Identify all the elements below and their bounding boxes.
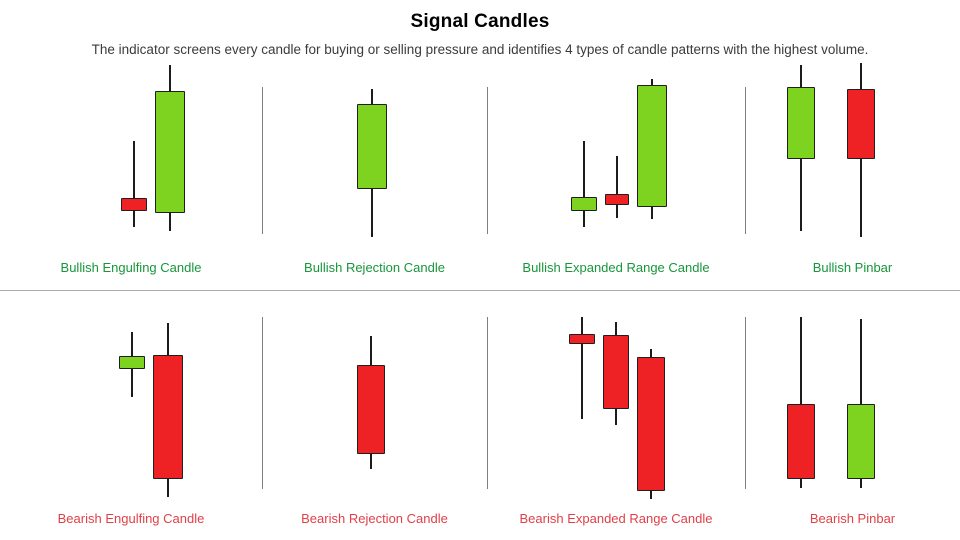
- candle-canvas-bearish-rejection: [262, 305, 487, 505]
- vertical-divider: [262, 317, 263, 489]
- bullish-candle-body: [357, 104, 388, 190]
- bullish-candle-body: [847, 404, 876, 479]
- panel-bearish-expanded-range: Bearish Expanded Range Candle: [487, 305, 745, 526]
- panel-bullish-pinbar: Bullish Pinbar: [745, 57, 960, 275]
- header: Signal Candles The indicator screens eve…: [0, 0, 960, 57]
- panel-bearish-engulfing: Bearish Engulfing Candle: [0, 305, 262, 526]
- bullish-pattern-row: Bullish Engulfing Candle Bullish Rejecti…: [0, 57, 960, 275]
- candle-canvas-bullish-expanded-range: [487, 59, 745, 254]
- candle-wick: [860, 319, 863, 488]
- candle-wick: [132, 140, 135, 228]
- pattern-label: Bearish Engulfing Candle: [57, 511, 205, 526]
- vertical-divider: [487, 87, 488, 234]
- bullish-candle-body: [119, 356, 146, 369]
- bullish-candle-body: [786, 87, 815, 160]
- bearish-candle-body: [637, 357, 666, 491]
- panel-bearish-rejection: Bearish Rejection Candle: [262, 305, 487, 526]
- candle-wick: [583, 140, 585, 228]
- pattern-label: Bullish Engulfing Candle: [60, 260, 202, 275]
- candle-wick: [799, 317, 802, 488]
- pattern-label: Bearish Expanded Range Candle: [519, 511, 713, 526]
- bearish-candle-body: [847, 89, 876, 160]
- vertical-divider: [745, 87, 746, 234]
- candle-canvas-bearish-pinbar: [745, 305, 960, 505]
- bearish-candle-body: [356, 365, 385, 454]
- vertical-divider: [262, 87, 263, 234]
- bearish-candle-body: [152, 355, 183, 479]
- pattern-label: Bullish Expanded Range Candle: [522, 260, 710, 275]
- page-subtitle: The indicator screens every candle for b…: [91, 42, 869, 57]
- pattern-label: Bullish Rejection Candle: [304, 260, 445, 275]
- bearish-candle-body: [786, 404, 815, 479]
- vertical-divider: [745, 317, 746, 489]
- bearish-pattern-row: Bearish Engulfing Candle Bearish Rejecti…: [0, 291, 960, 526]
- row-divider: [0, 290, 960, 291]
- pattern-label: Bearish Rejection Candle: [301, 511, 448, 526]
- candle-canvas-bullish-pinbar: [745, 59, 960, 254]
- candle-canvas-bullish-rejection: [262, 59, 487, 254]
- panel-bearish-pinbar: Bearish Pinbar: [745, 305, 960, 526]
- candle-canvas-bearish-engulfing: [0, 305, 262, 505]
- pattern-label: Bullish Pinbar: [812, 260, 893, 275]
- bearish-candle-body: [120, 198, 147, 211]
- panel-bullish-rejection: Bullish Rejection Candle: [262, 57, 487, 275]
- page-title: Signal Candles: [410, 11, 550, 32]
- bearish-candle-body: [568, 334, 595, 344]
- vertical-divider: [487, 317, 488, 489]
- panel-bullish-engulfing: Bullish Engulfing Candle: [0, 57, 262, 275]
- candle-canvas-bullish-engulfing: [0, 59, 262, 254]
- bullish-candle-body: [571, 197, 597, 211]
- panel-bullish-expanded-range: Bullish Expanded Range Candle: [487, 57, 745, 275]
- candle-wick: [616, 155, 619, 218]
- candle-canvas-bearish-expanded-range: [487, 305, 745, 505]
- bullish-candle-body: [637, 84, 668, 207]
- pattern-label: Bearish Pinbar: [809, 511, 896, 526]
- bullish-candle-body: [155, 90, 186, 214]
- candle-wick: [580, 317, 583, 419]
- bearish-candle-body: [603, 335, 629, 409]
- bearish-candle-body: [605, 193, 630, 206]
